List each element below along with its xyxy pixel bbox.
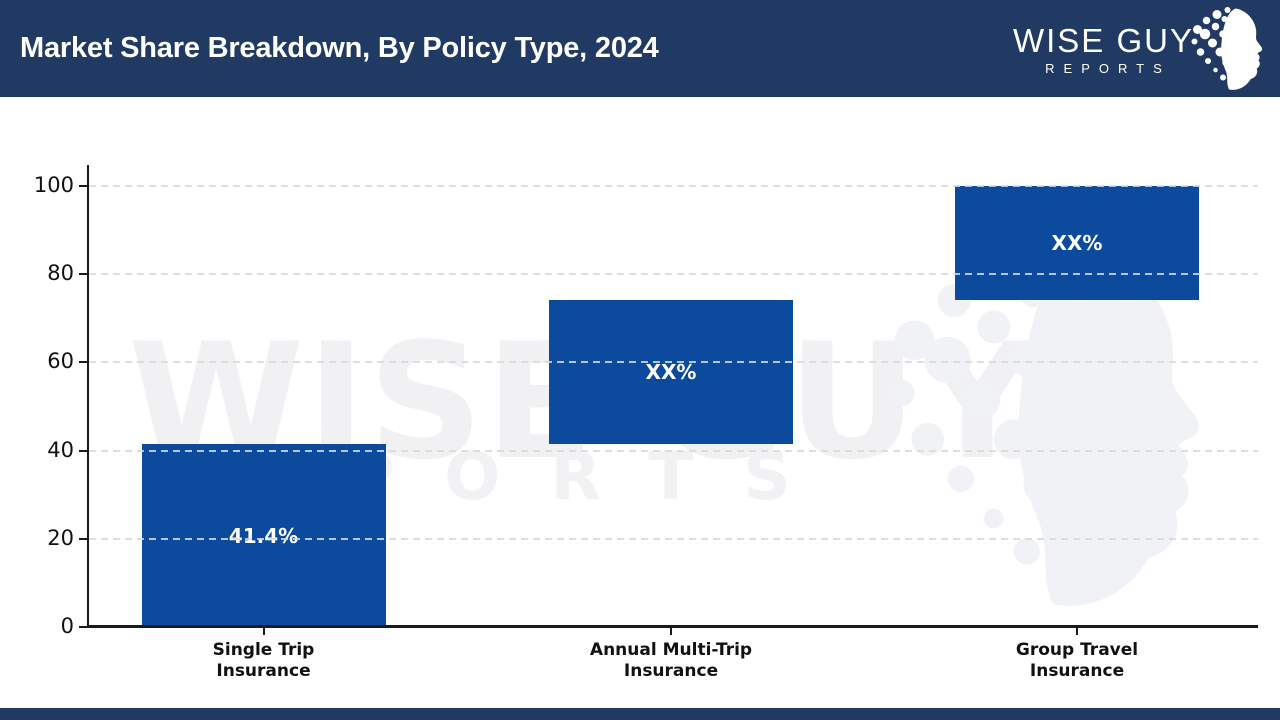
wiseguy-head-icon <box>1191 6 1263 90</box>
brand-name: WISE GUY <box>1012 21 1194 59</box>
y-tick-label: 100 <box>33 173 74 197</box>
header: Market Share Breakdown, By Policy Type, … <box>0 0 1280 97</box>
category-label-single-trip: Single Trip Insurance <box>212 640 315 682</box>
brand-logo-text: WISE GUY REPORTS <box>1013 22 1194 76</box>
footer-bar <box>0 708 1280 720</box>
bar-value-label: XX% <box>1051 230 1103 255</box>
bar-annual-multi-trip: XX% <box>549 299 793 445</box>
y-tick-label: 80 <box>47 261 74 286</box>
gridline <box>89 273 1258 276</box>
y-axis-line <box>87 165 89 627</box>
page-title: Market Share Breakdown, By Policy Type, … <box>20 32 659 64</box>
y-tick-label: 0 <box>60 614 74 638</box>
bar-value-label: XX% <box>645 360 697 385</box>
y-tick-label: 20 <box>47 525 74 550</box>
category-label-group-travel: Group Travel Insurance <box>1015 640 1139 682</box>
x-tick <box>1076 628 1078 635</box>
bar-group-travel: XX% <box>955 186 1199 300</box>
y-tick <box>79 361 87 364</box>
x-tick <box>670 628 672 635</box>
gridline <box>89 449 1258 452</box>
y-tick-label: 60 <box>47 349 74 374</box>
gridline <box>89 537 1258 540</box>
y-tick <box>79 626 87 628</box>
bar-value-label: 41.4% <box>228 523 299 548</box>
y-tick <box>79 449 87 452</box>
gridline <box>89 361 1258 364</box>
category-label-annual-multi-trip: Annual Multi-Trip Insurance <box>589 640 753 682</box>
y-tick <box>79 537 87 540</box>
y-tick <box>79 273 87 276</box>
y-tick-label: 40 <box>47 437 74 462</box>
x-axis-line <box>87 625 1258 628</box>
brand-subname: REPORTS <box>1045 60 1171 76</box>
x-tick <box>262 628 265 635</box>
y-tick <box>79 185 87 187</box>
brand-logo: WISE GUY REPORTS <box>1013 0 1272 97</box>
bar-single-trip: 41.4% <box>141 444 386 627</box>
gridline <box>89 185 1258 187</box>
